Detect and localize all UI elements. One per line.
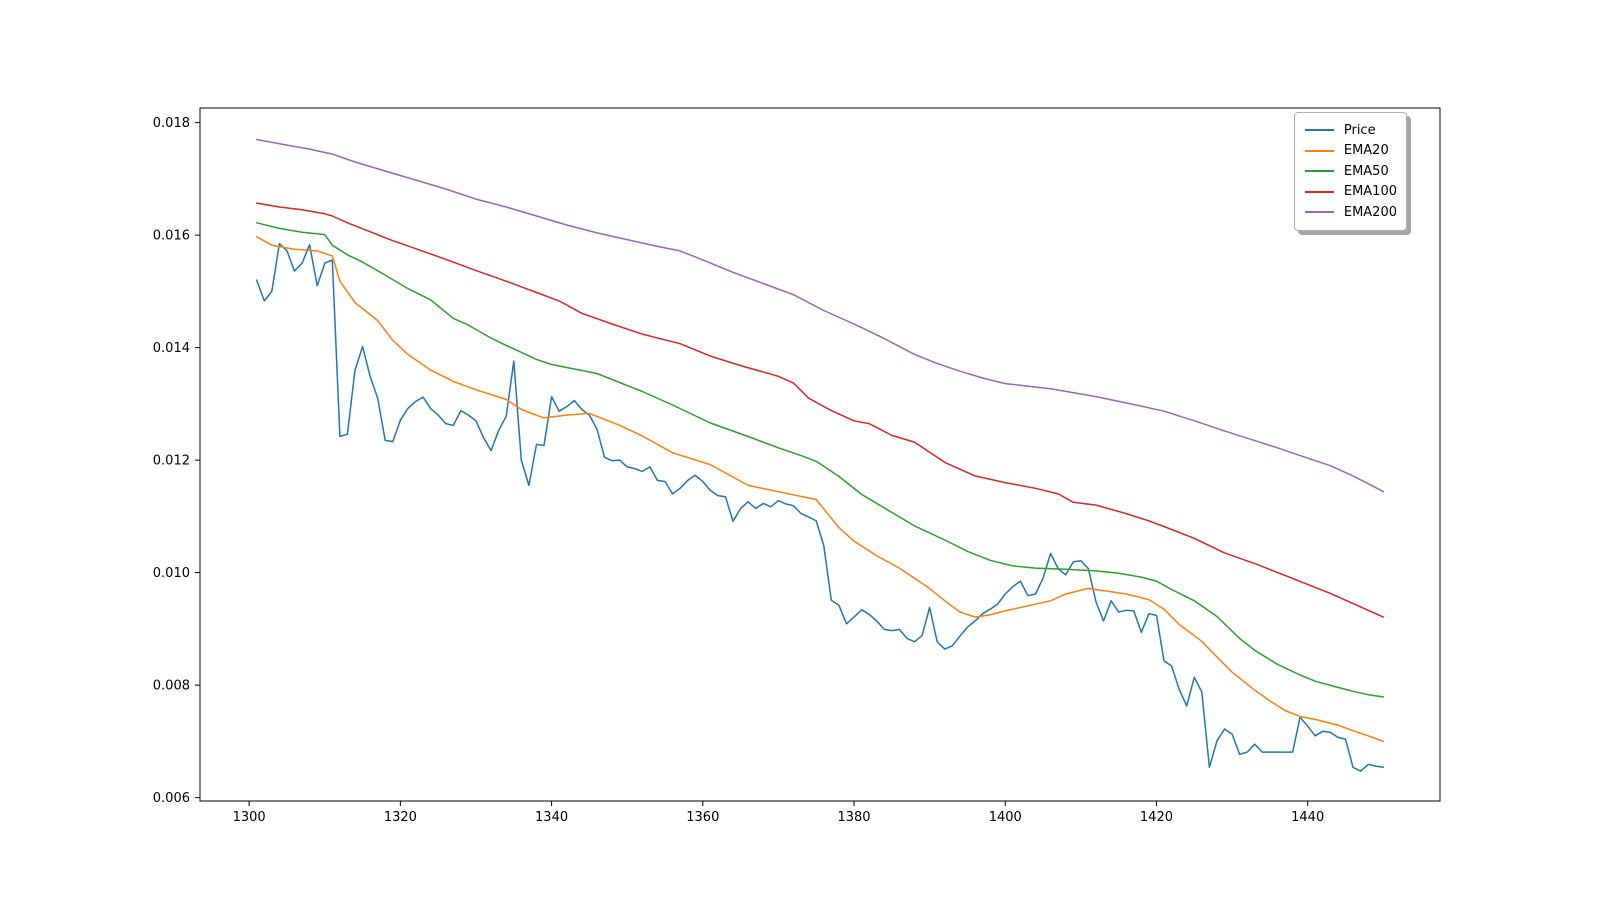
series-line-price — [255, 242, 1385, 772]
legend-line-swatch-ema200 — [1304, 211, 1334, 214]
legend-item-ema200: EMA200 — [1303, 202, 1397, 223]
legend-item-ema100: EMA100 — [1303, 182, 1397, 203]
legend-item-ema50: EMA50 — [1303, 161, 1397, 182]
series-line-ema100 — [255, 202, 1385, 618]
legend-line-swatch-ema100 — [1304, 190, 1334, 193]
legend-item-label: EMA50 — [1343, 163, 1389, 179]
x-tick-label: 1420 — [1140, 810, 1173, 825]
legend-line-swatch-price — [1304, 129, 1334, 132]
legend-item-label: EMA100 — [1343, 184, 1397, 200]
legend-item-label: EMA200 — [1343, 204, 1397, 220]
plot-border — [199, 107, 1441, 802]
legend-line-swatch-ema20 — [1304, 149, 1334, 152]
legend-line-swatch-ema50 — [1304, 170, 1334, 173]
y-tick-label: 0.006 — [153, 791, 190, 806]
y-tick-label: 0.010 — [153, 566, 190, 581]
legend-item-label: EMA20 — [1343, 143, 1389, 159]
y-tick-label: 0.012 — [153, 454, 190, 469]
legend-item-price: Price — [1303, 120, 1397, 141]
legend-item-ema20: EMA20 — [1303, 141, 1397, 162]
x-tick-label: 1340 — [535, 810, 568, 825]
x-tick-label: 1320 — [384, 810, 417, 825]
legend-item-label: Price — [1343, 122, 1376, 138]
series-line-ema200 — [255, 138, 1385, 493]
series-line-ema20 — [255, 236, 1385, 743]
y-tick-label: 0.008 — [153, 679, 190, 694]
y-tick-label: 0.016 — [153, 229, 190, 244]
x-tick-label: 1300 — [233, 810, 266, 825]
y-tick-label: 0.014 — [153, 341, 190, 356]
legend-box: Price EMA20 EMA50 EMA100 EMA200 — [1293, 112, 1407, 231]
series-line-ema50 — [255, 222, 1385, 698]
x-tick-label: 1440 — [1291, 810, 1324, 825]
x-tick-label: 1380 — [837, 810, 870, 825]
x-tick-label: 1360 — [686, 810, 719, 825]
x-tick-label: 1400 — [989, 810, 1022, 825]
y-tick-label: 0.018 — [153, 116, 190, 131]
